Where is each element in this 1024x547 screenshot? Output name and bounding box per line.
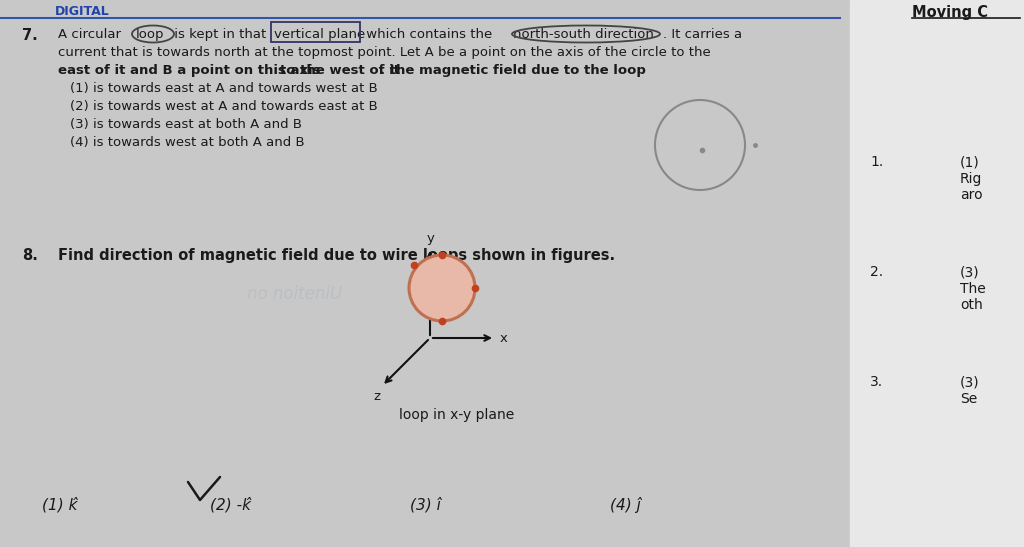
Text: vertical plane: vertical plane — [274, 28, 366, 41]
Text: y: y — [427, 232, 435, 245]
Text: (4) is towards west at both A and B: (4) is towards west at both A and B — [70, 136, 304, 149]
Text: loop in x-y plane: loop in x-y plane — [399, 408, 515, 422]
Text: 1.: 1. — [870, 155, 884, 169]
Text: 2.: 2. — [870, 265, 883, 279]
Text: A circular: A circular — [58, 28, 125, 41]
Text: is kept in that: is kept in that — [170, 28, 270, 41]
Text: loop: loop — [136, 28, 165, 41]
Text: (4) ĵ: (4) ĵ — [610, 497, 641, 513]
Text: 3.: 3. — [870, 375, 883, 389]
Text: oth: oth — [961, 298, 983, 312]
Text: (1) k̂: (1) k̂ — [42, 497, 78, 513]
Text: to the west of it: to the west of it — [280, 64, 400, 77]
Text: (3): (3) — [961, 375, 980, 389]
Text: Moving C: Moving C — [912, 5, 988, 20]
Text: current that is towards north at the topmost point. Let A be a point on the axis: current that is towards north at the top… — [58, 46, 711, 59]
Text: east of it and B a point on this axis: east of it and B a point on this axis — [58, 64, 326, 77]
Text: Rig: Rig — [961, 172, 982, 186]
Text: (1) is towards east at A and towards west at B: (1) is towards east at A and towards wes… — [70, 82, 378, 95]
Text: (2) is towards west at A and towards east at B: (2) is towards west at A and towards eas… — [70, 100, 378, 113]
Text: (2) -k̂: (2) -k̂ — [210, 497, 251, 513]
Text: no noiteniU: no noiteniU — [248, 285, 343, 303]
Text: (3) is towards east at both A and B: (3) is towards east at both A and B — [70, 118, 302, 131]
Text: x: x — [500, 331, 508, 345]
Text: . the magnetic field due to the loop: . the magnetic field due to the loop — [380, 64, 646, 77]
Text: The: The — [961, 282, 986, 296]
Text: 7.: 7. — [22, 28, 38, 43]
Text: (1): (1) — [961, 155, 980, 169]
Text: (3) î: (3) î — [410, 497, 441, 513]
Text: Se: Se — [961, 392, 977, 406]
Text: Find direction of magnetic field due to wire loops shown in figures.: Find direction of magnetic field due to … — [58, 248, 615, 263]
Text: (3): (3) — [961, 265, 980, 279]
Text: z: z — [373, 390, 380, 403]
Text: which contains the: which contains the — [362, 28, 493, 41]
Circle shape — [409, 255, 475, 321]
Text: DIGITAL: DIGITAL — [55, 5, 110, 18]
Text: 8.: 8. — [22, 248, 38, 263]
Text: . It carries a: . It carries a — [663, 28, 742, 41]
Text: aro: aro — [961, 188, 983, 202]
Text: north-south direction: north-south direction — [513, 28, 654, 41]
Bar — [850, 0, 1024, 547]
